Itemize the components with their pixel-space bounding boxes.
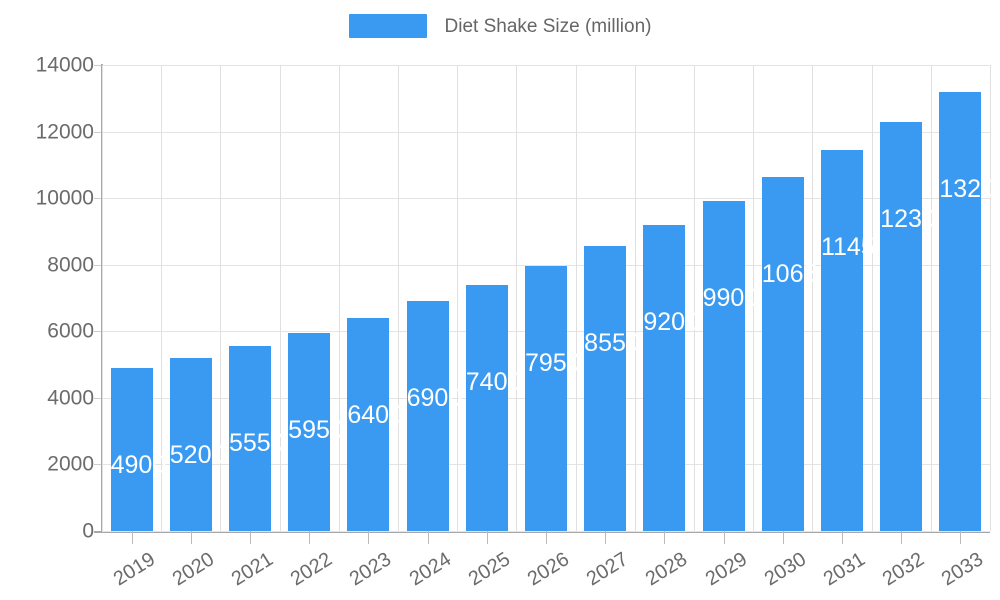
legend-swatch-icon <box>348 14 427 38</box>
x-axis-tick-mark <box>132 531 133 544</box>
gridline-vertical <box>457 65 458 531</box>
gridline-vertical <box>872 65 873 531</box>
x-axis-tick-mark <box>428 531 429 544</box>
bar[interactable] <box>288 332 331 531</box>
x-axis-tick-mark <box>842 531 843 544</box>
bar[interactable] <box>820 149 863 531</box>
x-axis-tick-mark <box>783 531 784 544</box>
y-axis-tick-label: 2000 <box>47 452 94 476</box>
y-axis-tick-label: 8000 <box>47 253 94 277</box>
y-axis-tick-mark <box>94 265 102 266</box>
chart-legend: Diet Shake Size (million) <box>0 14 1000 38</box>
x-axis-tick-mark <box>901 531 902 544</box>
x-axis-tick-mark <box>960 531 961 544</box>
x-axis-tick-mark <box>309 531 310 544</box>
x-axis-tick-label: 2025 <box>464 548 514 591</box>
x-axis-tick-mark <box>487 531 488 544</box>
y-axis: 14000 12000 10000 8000 6000 4000 2000 0 <box>0 0 102 600</box>
x-axis: 2019 2020 2021 2022 2023 2024 2025 2026 2027 2028… <box>102 531 990 600</box>
y-axis-tick-mark <box>94 398 102 399</box>
y-axis-tick-mark <box>94 464 102 465</box>
x-axis-tick-label: 2028 <box>642 548 692 591</box>
gridline-vertical <box>635 65 636 531</box>
x-axis-tick-label: 2022 <box>286 548 337 591</box>
gridline-vertical <box>161 65 162 531</box>
gridline-vertical <box>516 65 517 531</box>
bar[interactable] <box>702 201 745 531</box>
x-axis-line <box>94 531 990 533</box>
bar[interactable] <box>761 176 804 531</box>
x-axis-tick-label: 2032 <box>878 548 929 591</box>
y-axis-tick-label: 0 <box>82 519 94 543</box>
gridline-vertical <box>398 65 399 531</box>
plot-area: 4900 5200 5550 5950 6400 6900 7400 7950 8550 9200… <box>102 65 1000 532</box>
y-axis-tick-mark <box>94 65 102 66</box>
x-axis-tick-label: 2029 <box>701 548 751 591</box>
x-axis-tick-mark <box>724 531 725 544</box>
bar[interactable] <box>524 266 567 531</box>
y-axis-tick-label: 10000 <box>35 186 94 210</box>
bar[interactable] <box>465 284 508 531</box>
x-axis-tick-mark <box>191 531 192 544</box>
gridline-horizontal <box>102 265 990 266</box>
x-axis-tick-label: 2024 <box>405 548 455 591</box>
gridline-vertical <box>339 65 340 531</box>
x-axis-tick-label: 2020 <box>168 548 218 591</box>
bar[interactable] <box>347 317 390 531</box>
x-axis-tick-label: 2031 <box>819 548 870 591</box>
x-axis-tick-mark <box>664 531 665 544</box>
y-axis-tick-label: 14000 <box>35 53 94 77</box>
y-axis-tick-label: 6000 <box>47 319 94 343</box>
y-axis-tick-label: 4000 <box>47 386 94 410</box>
x-axis-tick-label: 2033 <box>938 548 988 591</box>
bar[interactable] <box>880 121 923 531</box>
y-axis-tick-mark <box>94 331 102 332</box>
bar[interactable] <box>228 346 271 531</box>
legend-item-diet-shake-size[interactable]: Diet Shake Size (million) <box>348 14 652 38</box>
y-axis-tick-mark <box>94 132 102 133</box>
bar[interactable] <box>584 246 627 531</box>
gridline-horizontal <box>102 65 990 66</box>
bar[interactable] <box>110 367 153 531</box>
x-axis-tick-mark <box>546 531 547 544</box>
gridline-vertical <box>576 65 577 531</box>
bar[interactable] <box>169 357 212 531</box>
x-axis-tick-label: 2023 <box>346 548 396 591</box>
y-axis-tick-mark <box>94 198 102 199</box>
gridline-vertical <box>990 65 991 531</box>
x-axis-tick-mark <box>250 531 251 544</box>
x-axis-tick-label: 2019 <box>109 548 159 591</box>
gridline-vertical <box>812 65 813 531</box>
legend-label: Diet Shake Size (million) <box>444 15 652 37</box>
gridline-vertical <box>753 65 754 531</box>
gridline-vertical <box>280 65 281 531</box>
gridline-vertical <box>102 65 103 531</box>
gridline-horizontal <box>102 132 990 133</box>
bar[interactable] <box>406 301 449 531</box>
x-axis-tick-mark <box>605 531 606 544</box>
bar[interactable] <box>939 91 982 531</box>
x-axis-tick-label: 2030 <box>760 548 810 591</box>
x-axis-tick-mark <box>368 531 369 544</box>
y-axis-tick-label: 12000 <box>35 120 94 144</box>
bar-series-diet-shake-size: 4900 5200 5550 5950 6400 6900 7400 7950 8550 9200… <box>102 65 1000 531</box>
gridline-vertical <box>220 65 221 531</box>
x-axis-tick-label: 2027 <box>582 548 633 591</box>
bar[interactable] <box>643 224 686 531</box>
gridline-vertical <box>694 65 695 531</box>
x-axis-tick-label: 2021 <box>227 548 278 591</box>
gridline-horizontal <box>102 198 990 199</box>
gridline-vertical <box>931 65 932 531</box>
x-axis-tick-label: 2026 <box>523 548 574 591</box>
